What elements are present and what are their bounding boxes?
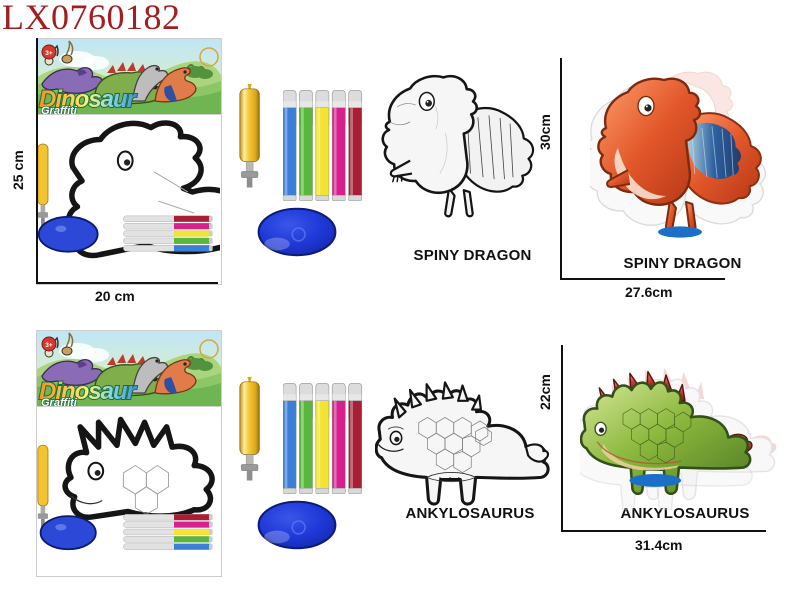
svg-text:3+: 3+ bbox=[45, 342, 53, 349]
svg-text:3+: 3+ bbox=[45, 50, 53, 57]
